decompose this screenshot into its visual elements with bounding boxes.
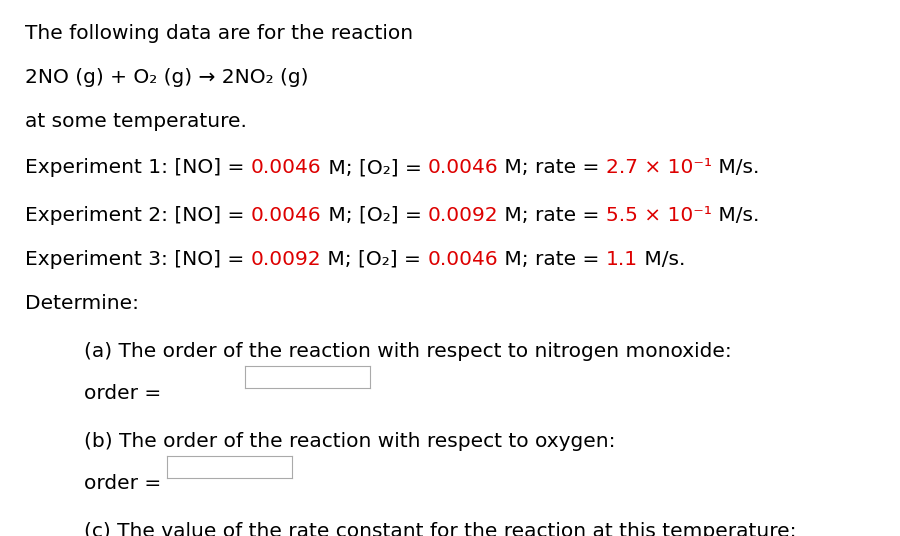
Text: M/s.: M/s. bbox=[638, 250, 686, 269]
Text: 0.0046: 0.0046 bbox=[428, 158, 499, 177]
Text: 2.7 × 10⁻¹: 2.7 × 10⁻¹ bbox=[607, 158, 712, 177]
Text: 0.0046: 0.0046 bbox=[428, 250, 499, 269]
Text: (b) The order of the reaction with respect to oxygen:: (b) The order of the reaction with respe… bbox=[84, 432, 616, 451]
Text: Determine:: Determine: bbox=[25, 294, 140, 312]
Text: M/s.: M/s. bbox=[712, 158, 760, 177]
Text: 4.0: 4.0 bbox=[181, 370, 209, 385]
Text: (c) The value of the rate constant for the reaction at this temperature:: (c) The value of the rate constant for t… bbox=[84, 522, 797, 536]
Text: M; [O₂] =: M; [O₂] = bbox=[321, 206, 428, 225]
Text: M; rate =: M; rate = bbox=[499, 250, 606, 269]
Text: 0.0092: 0.0092 bbox=[428, 206, 499, 225]
Text: 0.0046: 0.0046 bbox=[251, 158, 321, 177]
Text: Experiment 1: [NO] =: Experiment 1: [NO] = bbox=[25, 158, 251, 177]
Text: (a) The order of the reaction with respect to nitrogen monoxide:: (a) The order of the reaction with respe… bbox=[84, 342, 732, 361]
Text: 0.0092: 0.0092 bbox=[251, 250, 321, 269]
Text: 0.0046: 0.0046 bbox=[251, 206, 321, 225]
Text: order =: order = bbox=[84, 384, 167, 403]
Text: M; rate =: M; rate = bbox=[499, 158, 607, 177]
Text: M; [O₂] =: M; [O₂] = bbox=[321, 158, 428, 177]
Text: M/s.: M/s. bbox=[712, 206, 760, 225]
Text: 5.5 × 10⁻¹: 5.5 × 10⁻¹ bbox=[607, 206, 712, 225]
Text: Experiment 3: [NO] =: Experiment 3: [NO] = bbox=[25, 250, 251, 269]
Text: 2NO (g) + O₂ (g) → 2NO₂ (g): 2NO (g) + O₂ (g) → 2NO₂ (g) bbox=[25, 68, 309, 87]
Text: The following data are for the reaction: The following data are for the reaction bbox=[25, 24, 413, 43]
Text: Experiment 2: [NO] =: Experiment 2: [NO] = bbox=[25, 206, 251, 225]
Text: M; rate =: M; rate = bbox=[499, 206, 607, 225]
Text: ✓: ✓ bbox=[219, 370, 232, 385]
Text: 1.1: 1.1 bbox=[606, 250, 638, 269]
Text: M; [O₂] =: M; [O₂] = bbox=[321, 250, 428, 269]
Text: order =: order = bbox=[84, 474, 167, 493]
Text: at some temperature.: at some temperature. bbox=[25, 112, 248, 131]
